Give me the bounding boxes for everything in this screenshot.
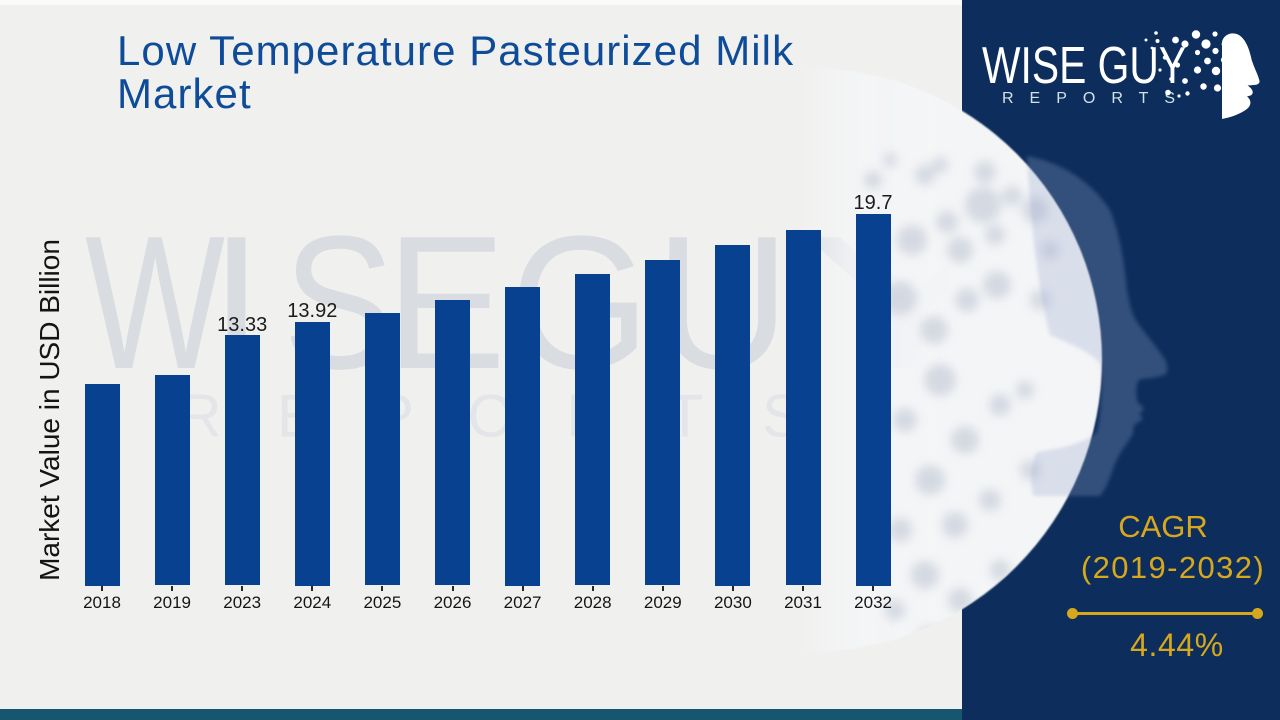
svg-text:REPORTS: REPORTS — [1002, 90, 1191, 107]
svg-text:W: W — [85, 197, 225, 409]
svg-text:WISE GUY: WISE GUY — [982, 36, 1186, 94]
